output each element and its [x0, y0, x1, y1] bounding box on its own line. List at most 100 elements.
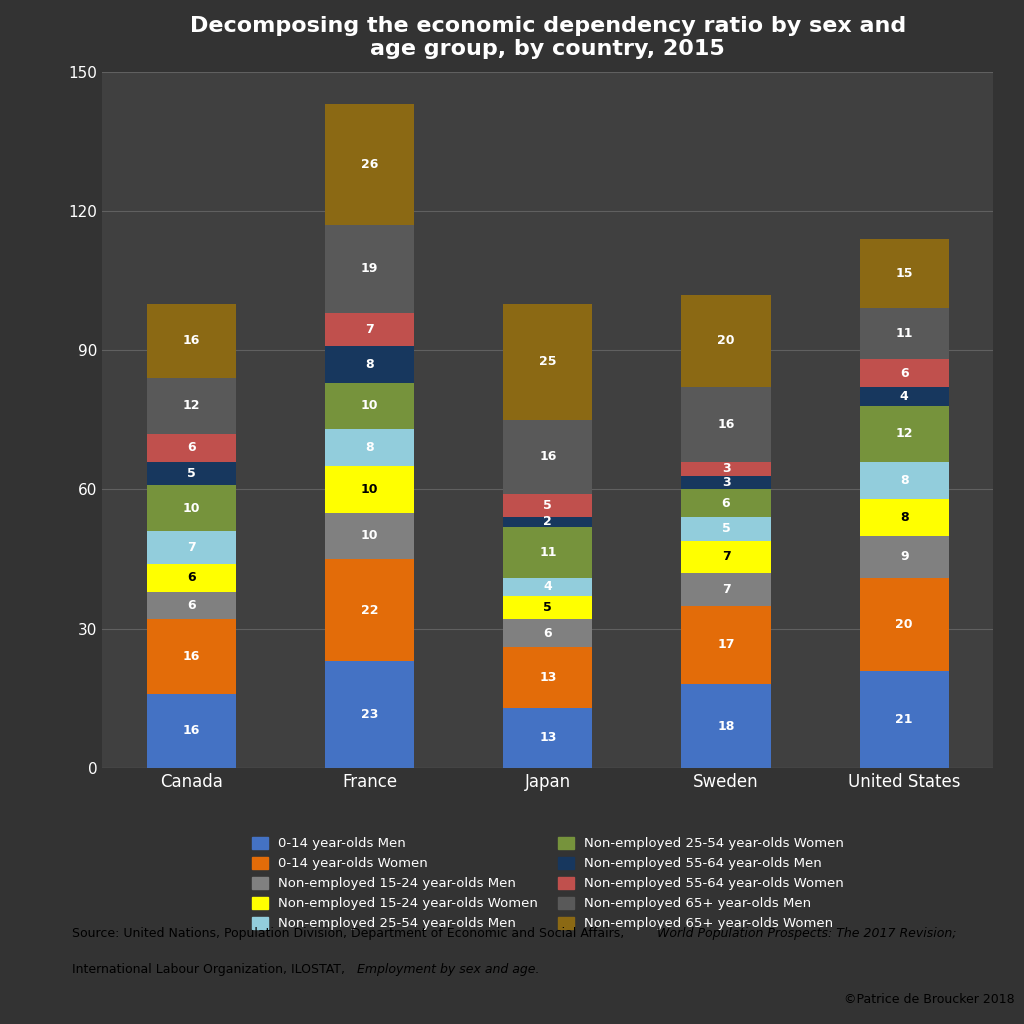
Text: 10: 10 — [360, 399, 379, 413]
Bar — [147, 304, 236, 378]
Bar — [326, 513, 414, 559]
Bar — [326, 559, 414, 662]
Bar — [682, 684, 770, 768]
Bar — [504, 620, 592, 647]
Bar — [682, 605, 770, 684]
Text: 26: 26 — [361, 158, 378, 171]
Bar — [147, 592, 236, 620]
Bar — [682, 387, 770, 462]
Text: 22: 22 — [360, 604, 379, 616]
Bar — [504, 526, 592, 578]
Text: Source: United Nations, Population Division, Department of Economic and Social A: Source: United Nations, Population Divis… — [72, 927, 628, 940]
Bar — [147, 378, 236, 434]
Text: 5: 5 — [544, 500, 552, 512]
Bar — [682, 462, 770, 475]
Bar — [860, 387, 949, 406]
Bar — [326, 313, 414, 345]
Text: 4: 4 — [900, 390, 908, 403]
Bar — [504, 495, 592, 517]
Text: 6: 6 — [187, 571, 196, 584]
Bar — [504, 647, 592, 708]
Title: Decomposing the economic dependency ratio by sex and
age group, by country, 2015: Decomposing the economic dependency rati… — [189, 15, 906, 59]
Bar — [504, 420, 592, 495]
Text: 4: 4 — [544, 581, 552, 594]
Bar — [860, 359, 949, 387]
Bar — [147, 484, 236, 531]
Text: 23: 23 — [361, 709, 378, 721]
Bar — [147, 434, 236, 462]
Bar — [860, 536, 949, 578]
Text: 7: 7 — [722, 550, 730, 563]
Text: 12: 12 — [182, 399, 201, 413]
Text: 6: 6 — [900, 367, 908, 380]
Bar — [860, 462, 949, 499]
Text: 11: 11 — [539, 546, 557, 559]
Text: 15: 15 — [895, 267, 913, 281]
Text: 8: 8 — [900, 511, 908, 524]
Text: 25: 25 — [539, 355, 557, 369]
Text: 3: 3 — [722, 462, 730, 475]
Bar — [326, 383, 414, 429]
Text: 9: 9 — [900, 550, 908, 563]
Bar — [504, 596, 592, 620]
Bar — [682, 573, 770, 605]
Text: World Population Prospects: The 2017 Revision;: World Population Prospects: The 2017 Rev… — [657, 927, 956, 940]
Bar — [860, 671, 949, 768]
Bar — [682, 517, 770, 541]
Bar — [860, 578, 949, 671]
Text: 3: 3 — [722, 476, 730, 489]
Bar — [504, 708, 592, 768]
Text: 16: 16 — [183, 650, 200, 664]
Bar — [147, 564, 236, 592]
Text: 20: 20 — [717, 335, 735, 347]
Text: 5: 5 — [544, 601, 552, 614]
Text: 7: 7 — [187, 541, 196, 554]
Text: 10: 10 — [360, 483, 379, 496]
Text: 5: 5 — [722, 522, 730, 536]
Bar — [326, 225, 414, 313]
Bar — [860, 239, 949, 308]
Text: 6: 6 — [722, 497, 730, 510]
Text: 11: 11 — [895, 328, 913, 340]
Bar — [147, 462, 236, 484]
Text: 10: 10 — [360, 529, 379, 543]
Legend: 0-14 year-olds Men, 0-14 year-olds Women, Non-employed 15-24 year-olds Men, Non-: 0-14 year-olds Men, 0-14 year-olds Women… — [245, 830, 851, 937]
Text: 16: 16 — [183, 335, 200, 347]
Bar — [682, 489, 770, 517]
Text: 6: 6 — [544, 627, 552, 640]
Text: 13: 13 — [540, 731, 556, 744]
Text: 21: 21 — [895, 713, 913, 726]
Text: 16: 16 — [540, 451, 556, 464]
Text: 7: 7 — [722, 583, 730, 596]
Text: Employment by sex and age.: Employment by sex and age. — [357, 963, 540, 976]
Text: 12: 12 — [895, 427, 913, 440]
Text: 13: 13 — [540, 671, 556, 684]
Text: 2: 2 — [544, 515, 552, 528]
Text: ©Patrice de Broucker 2018: ©Patrice de Broucker 2018 — [844, 993, 1015, 1007]
Text: 6: 6 — [187, 441, 196, 455]
Bar — [504, 304, 592, 420]
Text: International Labour Organization, ILOSTAT,: International Labour Organization, ILOST… — [72, 963, 349, 976]
Bar — [326, 345, 414, 383]
Bar — [326, 662, 414, 768]
Text: 6: 6 — [187, 599, 196, 612]
Bar — [860, 499, 949, 536]
Bar — [326, 104, 414, 225]
Text: 5: 5 — [187, 467, 196, 479]
Text: 16: 16 — [183, 724, 200, 737]
Text: 18: 18 — [718, 720, 734, 733]
Bar — [504, 578, 592, 596]
Text: 8: 8 — [900, 474, 908, 486]
Bar — [682, 475, 770, 489]
Bar — [147, 531, 236, 564]
Bar — [147, 620, 236, 693]
Bar — [682, 295, 770, 387]
Bar — [147, 693, 236, 768]
Text: 20: 20 — [895, 617, 913, 631]
Bar — [860, 406, 949, 462]
Text: 17: 17 — [717, 639, 735, 651]
Text: 19: 19 — [361, 262, 378, 275]
Text: 7: 7 — [366, 323, 374, 336]
Text: 8: 8 — [366, 441, 374, 455]
Bar — [860, 308, 949, 359]
